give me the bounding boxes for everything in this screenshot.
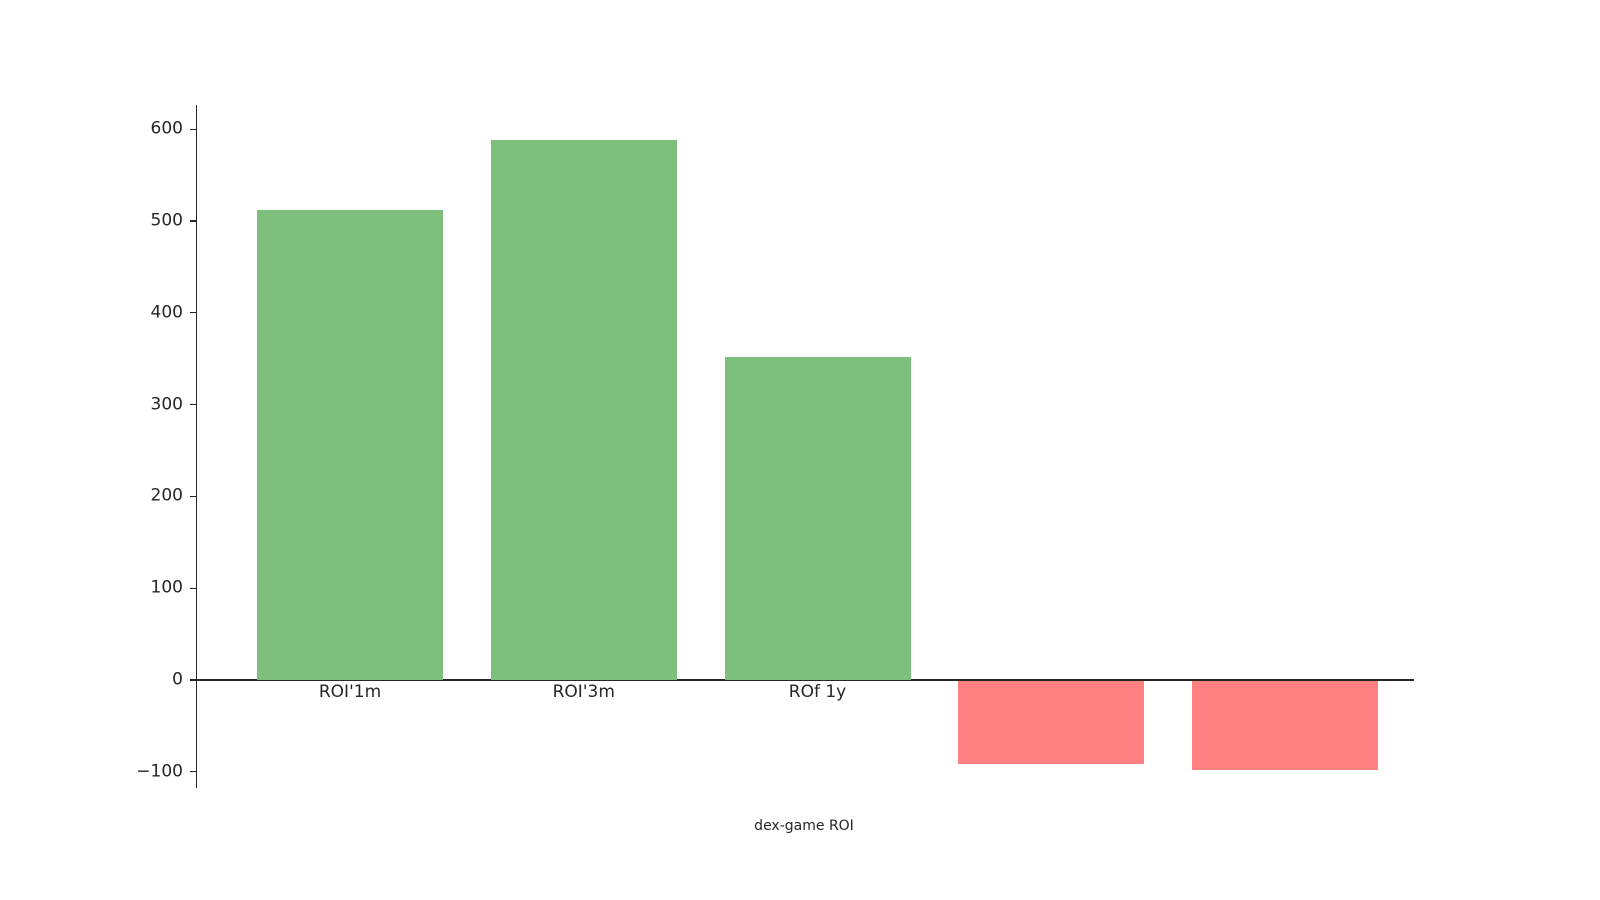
- y-tick-mark: [190, 403, 197, 406]
- y-tick-mark: [190, 679, 197, 681]
- y-tick-mark: [190, 587, 197, 589]
- y-tick-label: 600: [150, 118, 183, 139]
- y-tick-mark: [190, 312, 197, 314]
- x-tick-label: ROI'1m: [318, 682, 382, 702]
- y-tick-label: −100: [136, 761, 183, 782]
- y-tick-mark: [190, 220, 197, 222]
- y-tick-label: 200: [150, 485, 183, 506]
- y-tick-label: 100: [150, 577, 183, 598]
- bar-ROI'1m: [257, 209, 443, 680]
- bar-ROI'3m: [490, 140, 677, 680]
- x-tick-label: ROI'3m: [552, 682, 615, 702]
- bar-unlabeled-4: [958, 681, 1145, 764]
- x-axis-line: [196, 679, 1414, 681]
- y-tick-label: 400: [150, 302, 183, 323]
- bar-unlabeled-5: [1192, 681, 1378, 771]
- y-tick-label: 500: [150, 210, 183, 231]
- y-tick-mark: [190, 128, 197, 130]
- y-tick-mark: [190, 495, 197, 498]
- y-tick-mark: [190, 771, 197, 773]
- x-tick-label: ROf 1y: [788, 682, 847, 702]
- y-tick-label: 300: [150, 394, 183, 415]
- y-tick-label: 0: [172, 669, 183, 690]
- bar-ROf 1y: [724, 356, 911, 680]
- x-axis-title: dex-game ROI: [754, 818, 854, 834]
- y-axis-line: [196, 105, 198, 788]
